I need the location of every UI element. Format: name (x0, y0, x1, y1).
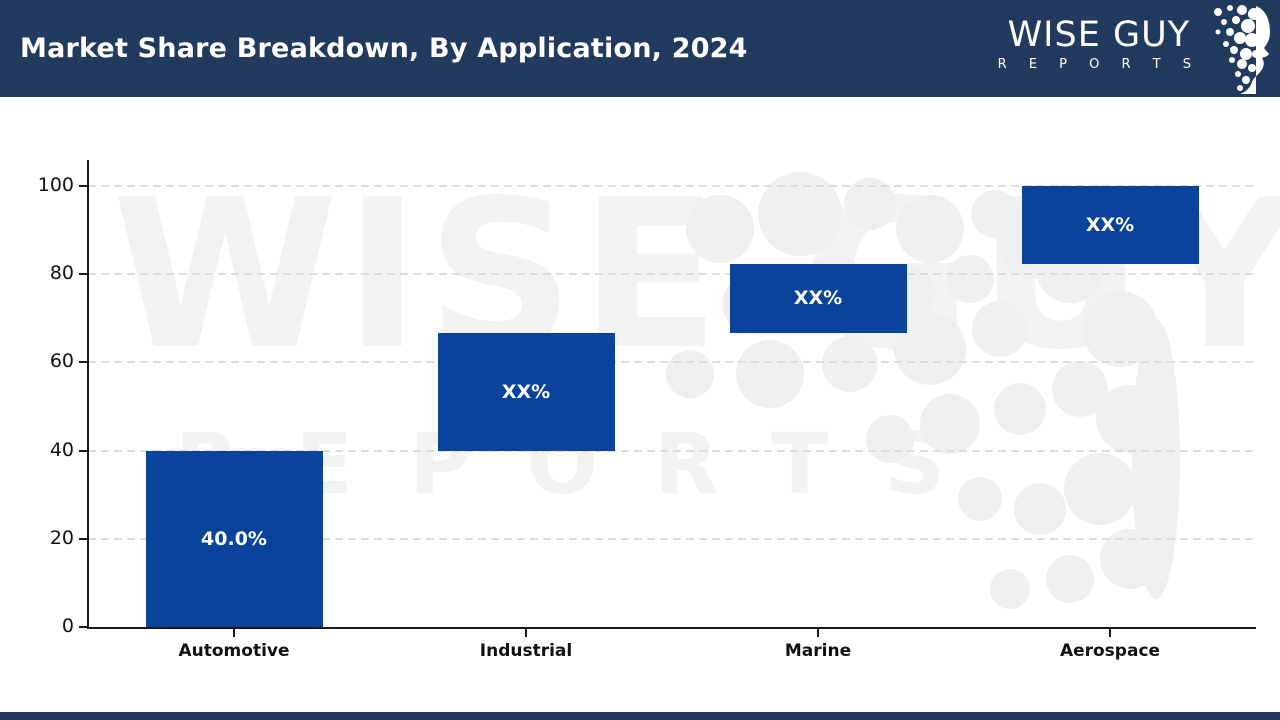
header: Market Share Breakdown, By Application, … (0, 0, 1280, 97)
logo-wordmark: WISE GUY (1007, 15, 1191, 55)
footer-bar (0, 712, 1280, 720)
logo-subtext: R E P O R T S (997, 57, 1200, 72)
y-tick-label-20: 20 (49, 526, 74, 549)
bar-automotive: 40.0% (145, 450, 323, 627)
gridline-80 (88, 273, 1256, 276)
wiseguy-logo: WISE GUY R E P O R T S (998, 0, 1272, 97)
gridline-60 (88, 361, 1256, 364)
x-tick-aerospace (1109, 629, 1111, 637)
x-tick-label-marine: Marine (784, 641, 852, 661)
y-tick-label-100: 100 (37, 174, 74, 196)
y-axis-line (87, 160, 89, 629)
gridline-20 (88, 537, 1256, 540)
x-tick-label-automotive: Automotive (178, 641, 290, 661)
bar-marine: XX% (729, 264, 907, 333)
gridline-40 (88, 449, 1256, 452)
logo-head-icon (1214, 5, 1270, 94)
y-tick-0 (79, 626, 87, 628)
y-tick-label-80: 80 (49, 262, 74, 285)
plot-area: 0 20 40 60 80 100 40.0% Automotive XX% Industrial… (0, 97, 1280, 712)
x-tick-marine (817, 629, 819, 637)
chart-area: WISE GUY REPORTS 0 20 40 60 80 100 40. (0, 97, 1280, 712)
bar-value-label-industrial: XX% (501, 380, 551, 403)
x-tick-label-aerospace: Aerospace (1059, 641, 1161, 661)
bar-industrial: XX% (437, 332, 615, 451)
y-tick-100 (79, 185, 87, 187)
chart-title: Market Share Breakdown, By Application, … (20, 33, 748, 64)
y-tick-label-60: 60 (49, 350, 74, 373)
y-tick-60 (79, 361, 87, 364)
y-tick-40 (79, 449, 87, 452)
bar-aerospace: XX% (1021, 186, 1199, 265)
y-tick-20 (79, 537, 87, 540)
logo-text: WISE GUY R E P O R T S (998, 16, 1200, 72)
x-tick-label-industrial: Industrial (479, 641, 573, 661)
bar-value-label-aerospace: XX% (1085, 214, 1135, 237)
gridline-100 (88, 185, 1256, 187)
bar-value-label-automotive: 40.0% (201, 527, 267, 550)
x-tick-automotive (233, 629, 235, 637)
x-tick-industrial (525, 629, 527, 637)
y-tick-label-40: 40 (49, 438, 74, 461)
y-tick-label-0: 0 (61, 615, 74, 637)
bar-value-label-marine: XX% (793, 287, 843, 310)
x-axis-line (87, 627, 1256, 629)
y-tick-80 (79, 273, 87, 276)
